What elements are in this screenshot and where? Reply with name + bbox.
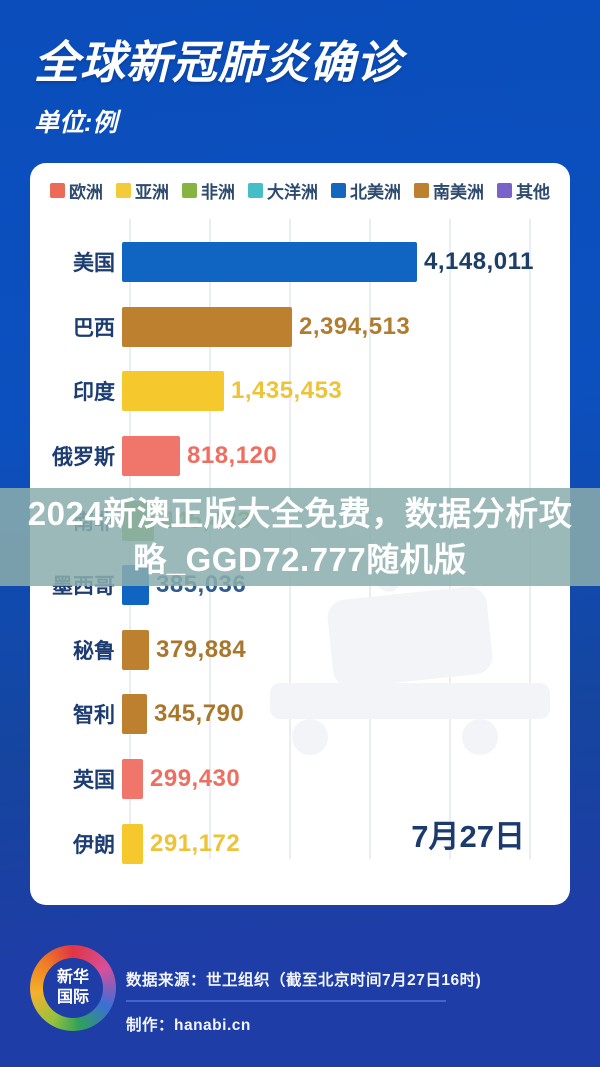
watermark-text-line1: 2024新澳正版大全免费，数据分析攻 <box>27 494 573 532</box>
credit-label: 制作：hanabi.cn <box>126 1017 251 1034</box>
unit-label: 单位:例 <box>34 109 118 137</box>
bar <box>122 306 292 347</box>
legend-item: 亚洲 <box>116 178 169 203</box>
bar-row: 俄罗斯 818,120 <box>30 424 570 489</box>
legend-label: 亚洲 <box>135 183 169 202</box>
bar-row: 英国 299,430 <box>30 747 570 812</box>
legend-label: 非洲 <box>201 183 235 202</box>
legend-label: 南美洲 <box>433 183 484 202</box>
bar-row: 印度 1,435,453 <box>30 359 570 424</box>
bar <box>122 629 149 670</box>
legend-label: 其他 <box>516 183 550 202</box>
bar <box>122 242 417 283</box>
legend-item: 欧洲 <box>50 178 103 203</box>
value-label: 379,884 <box>156 635 247 663</box>
date-label: 7月27日 <box>411 819 525 854</box>
value-label: 345,790 <box>154 700 245 728</box>
legend-swatch <box>414 183 429 198</box>
country-label: 秘鲁 <box>73 639 115 663</box>
country-label: 印度 <box>73 381 115 405</box>
value-label: 1,435,453 <box>231 377 343 405</box>
value-label: 2,394,513 <box>299 312 411 340</box>
country-label: 美国 <box>73 252 115 276</box>
country-label: 英国 <box>73 769 115 793</box>
legend-item: 北美洲 <box>331 178 401 203</box>
legend-swatch <box>248 183 263 198</box>
bar-area: 299,430 <box>122 759 570 800</box>
data-source-label: 数据来源：世卫组织（截至北京时间7月27日16时) <box>126 972 482 989</box>
country-label: 俄罗斯 <box>52 446 115 470</box>
country-label: 伊朗 <box>73 833 115 857</box>
legend-label: 欧洲 <box>69 183 103 202</box>
footer-divider <box>126 1000 446 1002</box>
legend-item: 非洲 <box>182 178 235 203</box>
value-label: 818,120 <box>187 442 278 470</box>
legend-item: 其他 <box>497 178 550 203</box>
bar-area: 818,120 <box>122 436 570 477</box>
country-label: 巴西 <box>73 316 115 340</box>
bar <box>122 371 224 412</box>
legend-label: 北美洲 <box>350 183 401 202</box>
bar-area: 1,435,453 <box>122 371 570 412</box>
page-title: 全球新冠肺炎确诊 <box>34 37 403 88</box>
bar-row: 美国 4,148,011 <box>30 230 570 295</box>
legend-swatch <box>497 183 512 198</box>
legend-swatch <box>50 183 65 198</box>
bar-area: 291,172 <box>122 823 570 864</box>
xinhua-international-logo: 新华 国际 <box>30 945 116 1031</box>
legend-label: 大洋洲 <box>267 183 318 202</box>
bar-row: 智利 345,790 <box>30 682 570 747</box>
value-label: 291,172 <box>150 829 241 857</box>
footer: 新华 国际 数据来源：世卫组织（截至北京时间7月27日16时) 制作：hanab… <box>0 905 600 1067</box>
bar-row: 巴西 2,394,513 <box>30 295 570 360</box>
header: 全球新冠肺炎确诊 单位:例 <box>34 26 402 139</box>
logo-text-line2: 国际 <box>56 989 89 1006</box>
bar-area: 4,148,011 <box>122 242 570 283</box>
legend-item: 南美洲 <box>414 178 484 203</box>
legend-swatch <box>116 183 131 198</box>
legend-item: 大洋洲 <box>248 178 318 203</box>
bar <box>122 823 143 864</box>
bar-area: 2,394,513 <box>122 306 570 347</box>
bar-row: 伊朗 291,172 <box>30 811 570 876</box>
bar <box>122 694 147 735</box>
value-label: 4,148,011 <box>424 248 534 276</box>
bar-area: 379,884 <box>122 629 570 670</box>
legend-swatch <box>331 183 346 198</box>
chart-legend: 欧洲 亚洲 非洲 大洋洲 北美洲 南美洲 其他 <box>30 178 570 203</box>
bar <box>122 759 143 800</box>
country-label: 智利 <box>73 704 115 728</box>
logo-text: 新华 国际 <box>43 958 103 1018</box>
bar <box>122 436 180 477</box>
watermark-text-line2: 略_GGD72.777随机版 <box>133 541 467 578</box>
legend-swatch <box>182 183 197 198</box>
bar-area: 345,790 <box>122 694 570 735</box>
value-label: 299,430 <box>150 765 241 793</box>
logo-text-line1: 新华 <box>56 969 89 986</box>
bar-row: 秘鲁 379,884 <box>30 618 570 683</box>
watermark-overlay: 2024新澳正版大全免费，数据分析攻 略_GGD72.777随机版 <box>0 488 600 586</box>
